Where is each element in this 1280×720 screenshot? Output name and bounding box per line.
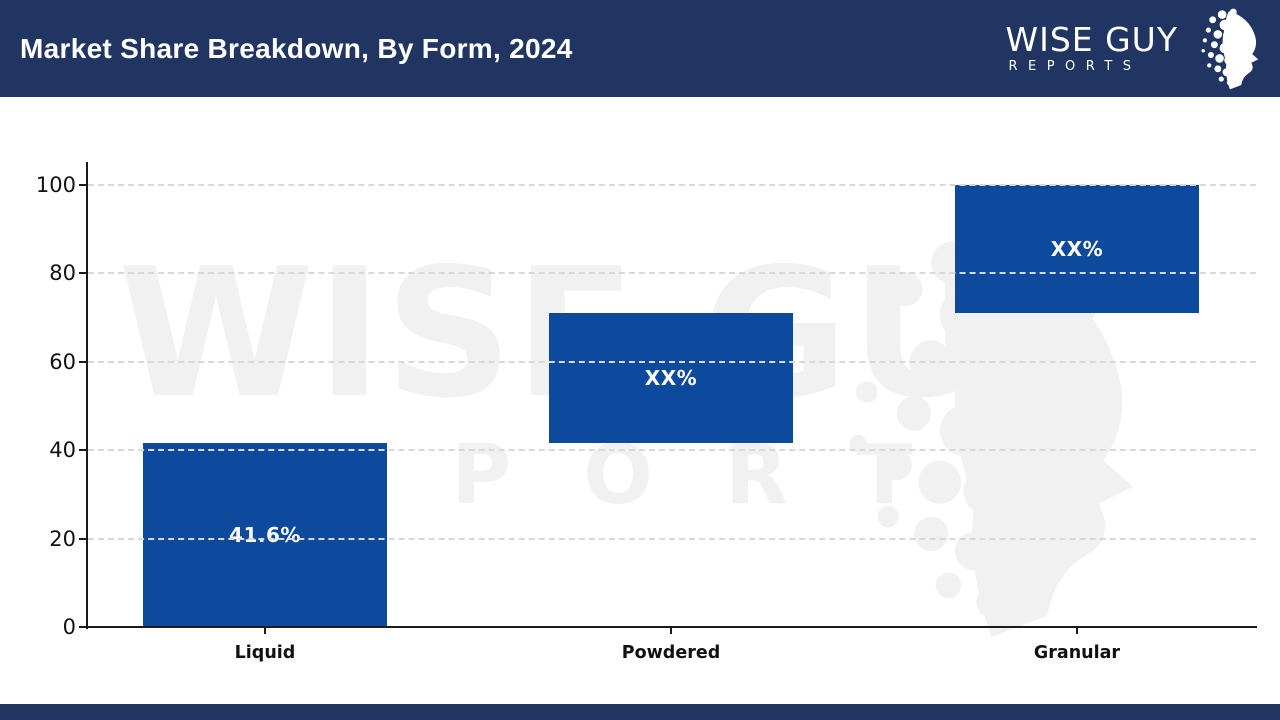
gridline <box>88 360 1256 363</box>
gridline <box>88 183 1256 186</box>
x-tick-label: Powdered <box>621 643 721 663</box>
logo-wordmark: WISE GUY <box>1005 20 1178 59</box>
y-tick-mark <box>79 626 86 628</box>
y-tick-mark <box>79 183 86 186</box>
y-tick-mark <box>79 272 86 275</box>
bar-value-label: XX% <box>644 365 698 390</box>
gridline <box>88 537 1256 540</box>
logo-subtitle: REPORTS <box>1008 59 1142 74</box>
header-bar: Market Share Breakdown, By Form, 2024 WI… <box>0 0 1280 97</box>
y-tick-mark <box>79 449 86 452</box>
y-axis-line <box>86 162 88 629</box>
bar <box>143 442 387 627</box>
plot-area: 41.6% XX% XX% 0 20 40 60 80 100 Liquid Powdered Gra… <box>36 162 1257 663</box>
y-tick-label: 100 <box>35 172 76 197</box>
bar-value-label: 41.6% <box>229 522 301 547</box>
y-tick-label: 80 <box>49 261 76 286</box>
bar <box>955 184 1199 313</box>
y-tick-label: 0 <box>62 615 76 639</box>
gridline <box>88 449 1256 452</box>
x-axis-line <box>86 626 1257 628</box>
gridline <box>88 272 1256 275</box>
y-tick-label: 60 <box>49 349 76 374</box>
footer-bar <box>0 704 1280 720</box>
bar-value-label: XX% <box>1050 236 1104 261</box>
x-tick-mark <box>670 628 672 634</box>
logo-face-icon <box>1180 6 1266 92</box>
x-tick-label: Granular <box>1033 643 1121 663</box>
x-tick-mark <box>1076 628 1078 634</box>
y-tick-mark <box>79 360 86 363</box>
x-tick-label: Liquid <box>234 643 296 663</box>
logo-text: WISE GUY REPORTS <box>1005 23 1178 74</box>
y-tick-mark <box>79 537 86 540</box>
chart-title: Market Share Breakdown, By Form, 2024 <box>20 32 573 64</box>
x-tick-mark <box>264 628 266 634</box>
bar <box>549 312 793 443</box>
chart-area: WISE GUY REPORTS 41.6% XX% XX% 0 20 40 60 80 100… <box>0 97 1280 704</box>
wise-guy-reports-logo: WISE GUY REPORTS <box>1005 6 1266 92</box>
y-tick-label: 40 <box>49 438 76 463</box>
y-tick-label: 20 <box>49 526 76 551</box>
